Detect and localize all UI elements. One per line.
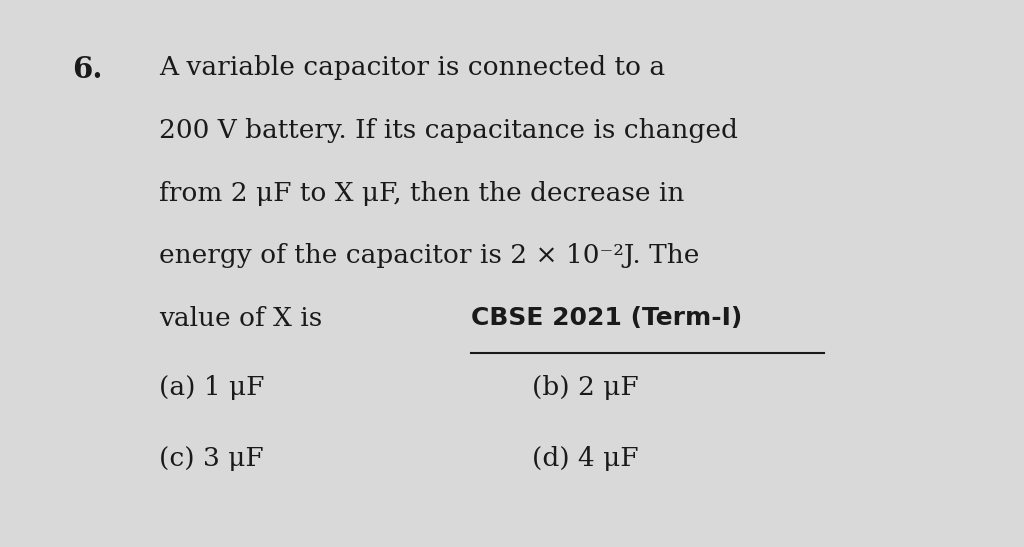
Text: (d) 4 μF: (d) 4 μF [532,446,639,471]
Text: (a) 1 μF: (a) 1 μF [159,375,264,400]
Text: (c) 3 μF: (c) 3 μF [159,446,263,471]
Text: from 2 μF to X μF, then the decrease in: from 2 μF to X μF, then the decrease in [159,181,684,206]
Text: energy of the capacitor is 2 × 10⁻²J. The: energy of the capacitor is 2 × 10⁻²J. Th… [159,243,699,269]
Text: 200 V battery. If its capacitance is changed: 200 V battery. If its capacitance is cha… [159,118,737,143]
Text: CBSE 2021 (Term-I): CBSE 2021 (Term-I) [471,306,742,330]
Text: A variable capacitor is connected to a: A variable capacitor is connected to a [159,55,665,80]
Text: (b) 2 μF: (b) 2 μF [532,375,639,400]
Text: 6.: 6. [72,55,102,84]
Text: value of X is: value of X is [159,306,322,331]
